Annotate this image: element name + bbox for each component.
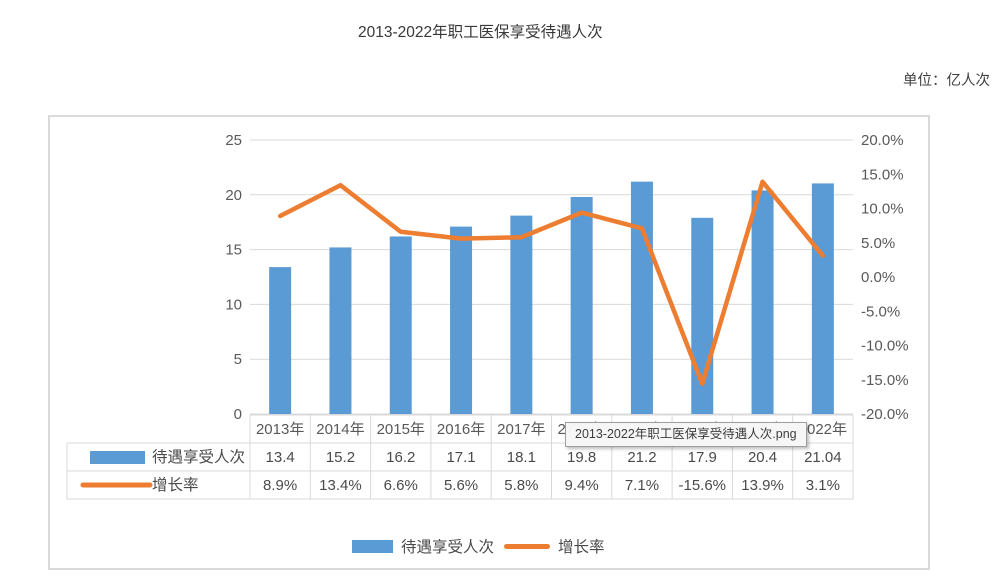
y-axis-tick-label: 0 <box>234 406 242 423</box>
table-value-series2: 13.9% <box>741 477 784 494</box>
bar-2016年 <box>450 226 473 414</box>
bar-2014年 <box>329 247 352 414</box>
x-axis-label: 2017年 <box>497 421 545 438</box>
table-value-series1: 16.2 <box>386 449 415 466</box>
legend-bar-swatch <box>352 539 393 553</box>
unit-label: 单位：亿人次 <box>903 73 990 89</box>
table-row-label-series2: 增长率 <box>152 476 199 494</box>
table-value-series1: 17.9 <box>688 449 717 466</box>
table-value-series1: 21.2 <box>627 449 656 466</box>
legend-line-label: 增长率 <box>558 539 605 556</box>
chart-image-frame[interactable] <box>48 115 930 570</box>
bar-2015年 <box>389 236 412 414</box>
secondary-axis-tick-label: 0.0% <box>861 269 895 286</box>
table-value-series2: 7.1% <box>625 477 659 494</box>
secondary-axis-tick-label: -15.0% <box>861 372 909 389</box>
table-value-series2: -15.6% <box>678 477 726 494</box>
table-value-series1: 19.8 <box>567 449 596 466</box>
y-axis-tick-label: 5 <box>234 351 242 368</box>
secondary-axis-tick-label: 5.0% <box>861 235 895 252</box>
bar-2019年 <box>630 181 653 414</box>
table-value-series2: 13.4% <box>319 477 362 494</box>
chart-title: 2013-2022年职工医保享受待遇人次 <box>358 24 603 41</box>
growth-rate-line <box>277 179 826 387</box>
secondary-axis-tick-label: -10.0% <box>861 338 909 355</box>
y-axis-tick-label: 10 <box>225 296 242 313</box>
bar-2021年 <box>751 190 774 414</box>
x-axis-label: 2016年 <box>437 421 485 438</box>
table-row-label-series1: 待遇享受人次 <box>152 448 245 466</box>
table-value-series1: 18.1 <box>507 449 536 466</box>
table-key-bar-swatch <box>90 451 145 464</box>
chart-legend: 待遇享受人次 增长率 <box>352 535 605 557</box>
x-axis-label: 2015年 <box>377 421 425 438</box>
x-axis-label: 2014年 <box>316 421 364 438</box>
table-value-series1: 15.2 <box>326 449 355 466</box>
secondary-axis-tick-label: 10.0% <box>861 201 904 218</box>
y-axis-tick-label: 25 <box>225 132 242 149</box>
secondary-axis-tick-label: 20.0% <box>861 132 904 149</box>
table-value-series2: 5.6% <box>444 477 478 494</box>
secondary-axis-tick-label: -20.0% <box>861 406 909 423</box>
table-value-series1: 21.04 <box>804 449 842 466</box>
table-value-series1: 13.4 <box>266 449 295 466</box>
table-value-series2: 6.6% <box>384 477 418 494</box>
table-value-series2: 3.1% <box>806 477 840 494</box>
table-value-series1: 17.1 <box>446 449 475 466</box>
filename-tooltip: 2013-2022年职工医保享受待遇人次.png <box>565 422 807 447</box>
legend-bar-label: 待遇享受人次 <box>401 539 495 556</box>
bar-2018年 <box>570 196 593 414</box>
bar-2022年 <box>811 183 834 414</box>
secondary-axis-tick-label: 15.0% <box>861 166 904 183</box>
bar-2017年 <box>510 215 533 414</box>
table-value-series2: 5.8% <box>504 477 538 494</box>
table-value-series1: 20.4 <box>748 449 777 466</box>
legend-line-swatch <box>504 543 551 549</box>
secondary-axis-tick-label: -5.0% <box>861 303 900 320</box>
table-value-series2: 9.4% <box>565 477 599 494</box>
y-axis-tick-label: 20 <box>225 187 242 204</box>
bar-2013年 <box>269 267 292 414</box>
y-axis-tick-label: 15 <box>225 242 242 259</box>
x-axis-label: 2013年 <box>256 421 304 438</box>
x-axis-label: 2022年 <box>799 421 847 438</box>
table-value-series2: 8.9% <box>263 477 297 494</box>
